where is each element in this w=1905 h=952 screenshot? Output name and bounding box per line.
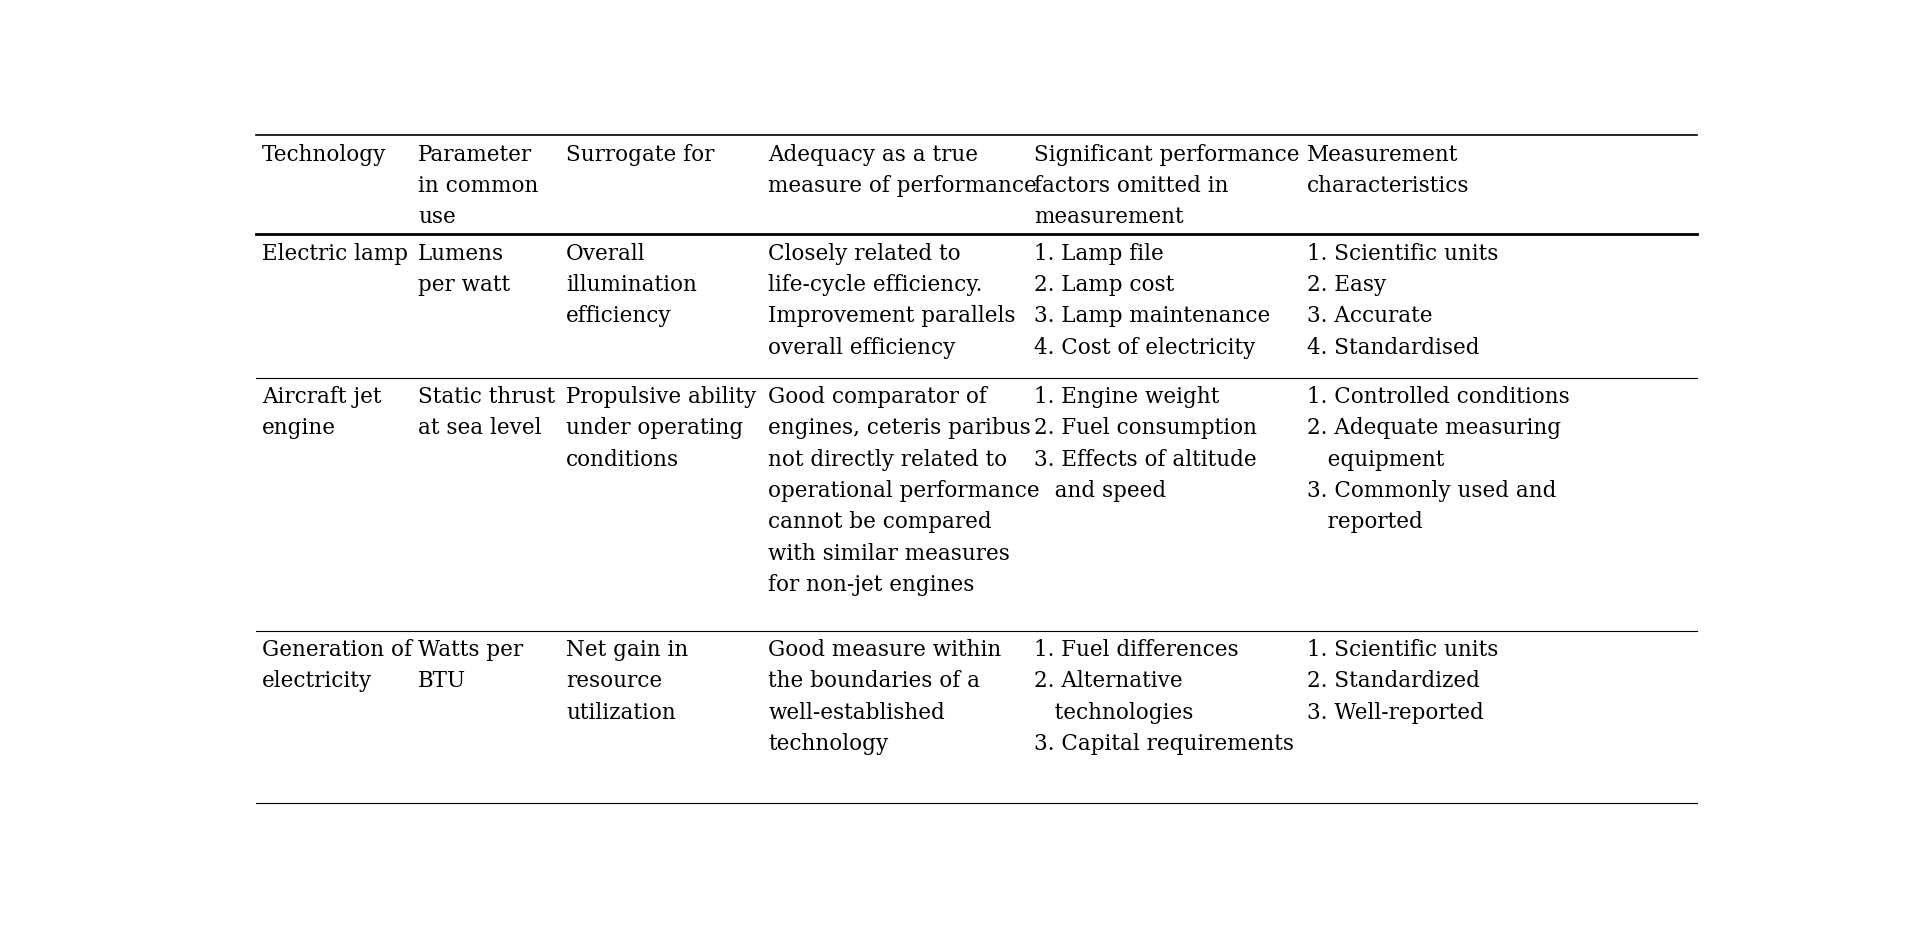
Text: Aircraft jet
engine: Aircraft jet engine: [261, 386, 381, 439]
Text: Lumens
per watt: Lumens per watt: [419, 243, 511, 296]
Text: Adequacy as a true
measure of performance: Adequacy as a true measure of performanc…: [768, 144, 1036, 197]
Text: 1. Engine weight
2. Fuel consumption
3. Effects of altitude
   and speed: 1. Engine weight 2. Fuel consumption 3. …: [1034, 386, 1257, 502]
Text: 1. Controlled conditions
2. Adequate measuring
   equipment
3. Commonly used and: 1. Controlled conditions 2. Adequate mea…: [1307, 386, 1570, 533]
Text: 1. Lamp file
2. Lamp cost
3. Lamp maintenance
4. Cost of electricity: 1. Lamp file 2. Lamp cost 3. Lamp mainte…: [1034, 243, 1271, 359]
Text: Propulsive ability
under operating
conditions: Propulsive ability under operating condi…: [566, 386, 756, 470]
Text: Electric lamp: Electric lamp: [261, 243, 408, 265]
Text: Generation of
electricity: Generation of electricity: [261, 639, 411, 692]
Text: 1. Fuel differences
2. Alternative
   technologies
3. Capital requirements: 1. Fuel differences 2. Alternative techn…: [1034, 639, 1293, 754]
Text: Net gain in
resource
utilization: Net gain in resource utilization: [566, 639, 688, 723]
Text: Good measure within
the boundaries of a
well-established
technology: Good measure within the boundaries of a …: [768, 639, 1002, 754]
Text: Watts per
BTU: Watts per BTU: [419, 639, 524, 692]
Text: Good comparator of
engines, ceteris paribus
not directly related to
operational : Good comparator of engines, ceteris pari…: [768, 386, 1040, 595]
Text: 1. Scientific units
2. Easy
3. Accurate
4. Standardised: 1. Scientific units 2. Easy 3. Accurate …: [1307, 243, 1499, 359]
Text: Static thrust
at sea level: Static thrust at sea level: [419, 386, 556, 439]
Text: 1. Scientific units
2. Standardized
3. Well-reported: 1. Scientific units 2. Standardized 3. W…: [1307, 639, 1499, 723]
Text: Surrogate for: Surrogate for: [566, 144, 714, 166]
Text: Significant performance
factors omitted in
measurement: Significant performance factors omitted …: [1034, 144, 1299, 228]
Text: Closely related to
life-cycle efficiency.
Improvement parallels
overall efficien: Closely related to life-cycle efficiency…: [768, 243, 1015, 359]
Text: Parameter
in common
use: Parameter in common use: [419, 144, 539, 228]
Text: Measurement
characteristics: Measurement characteristics: [1307, 144, 1469, 197]
Text: Technology: Technology: [261, 144, 387, 166]
Text: Overall
illumination
efficiency: Overall illumination efficiency: [566, 243, 697, 327]
